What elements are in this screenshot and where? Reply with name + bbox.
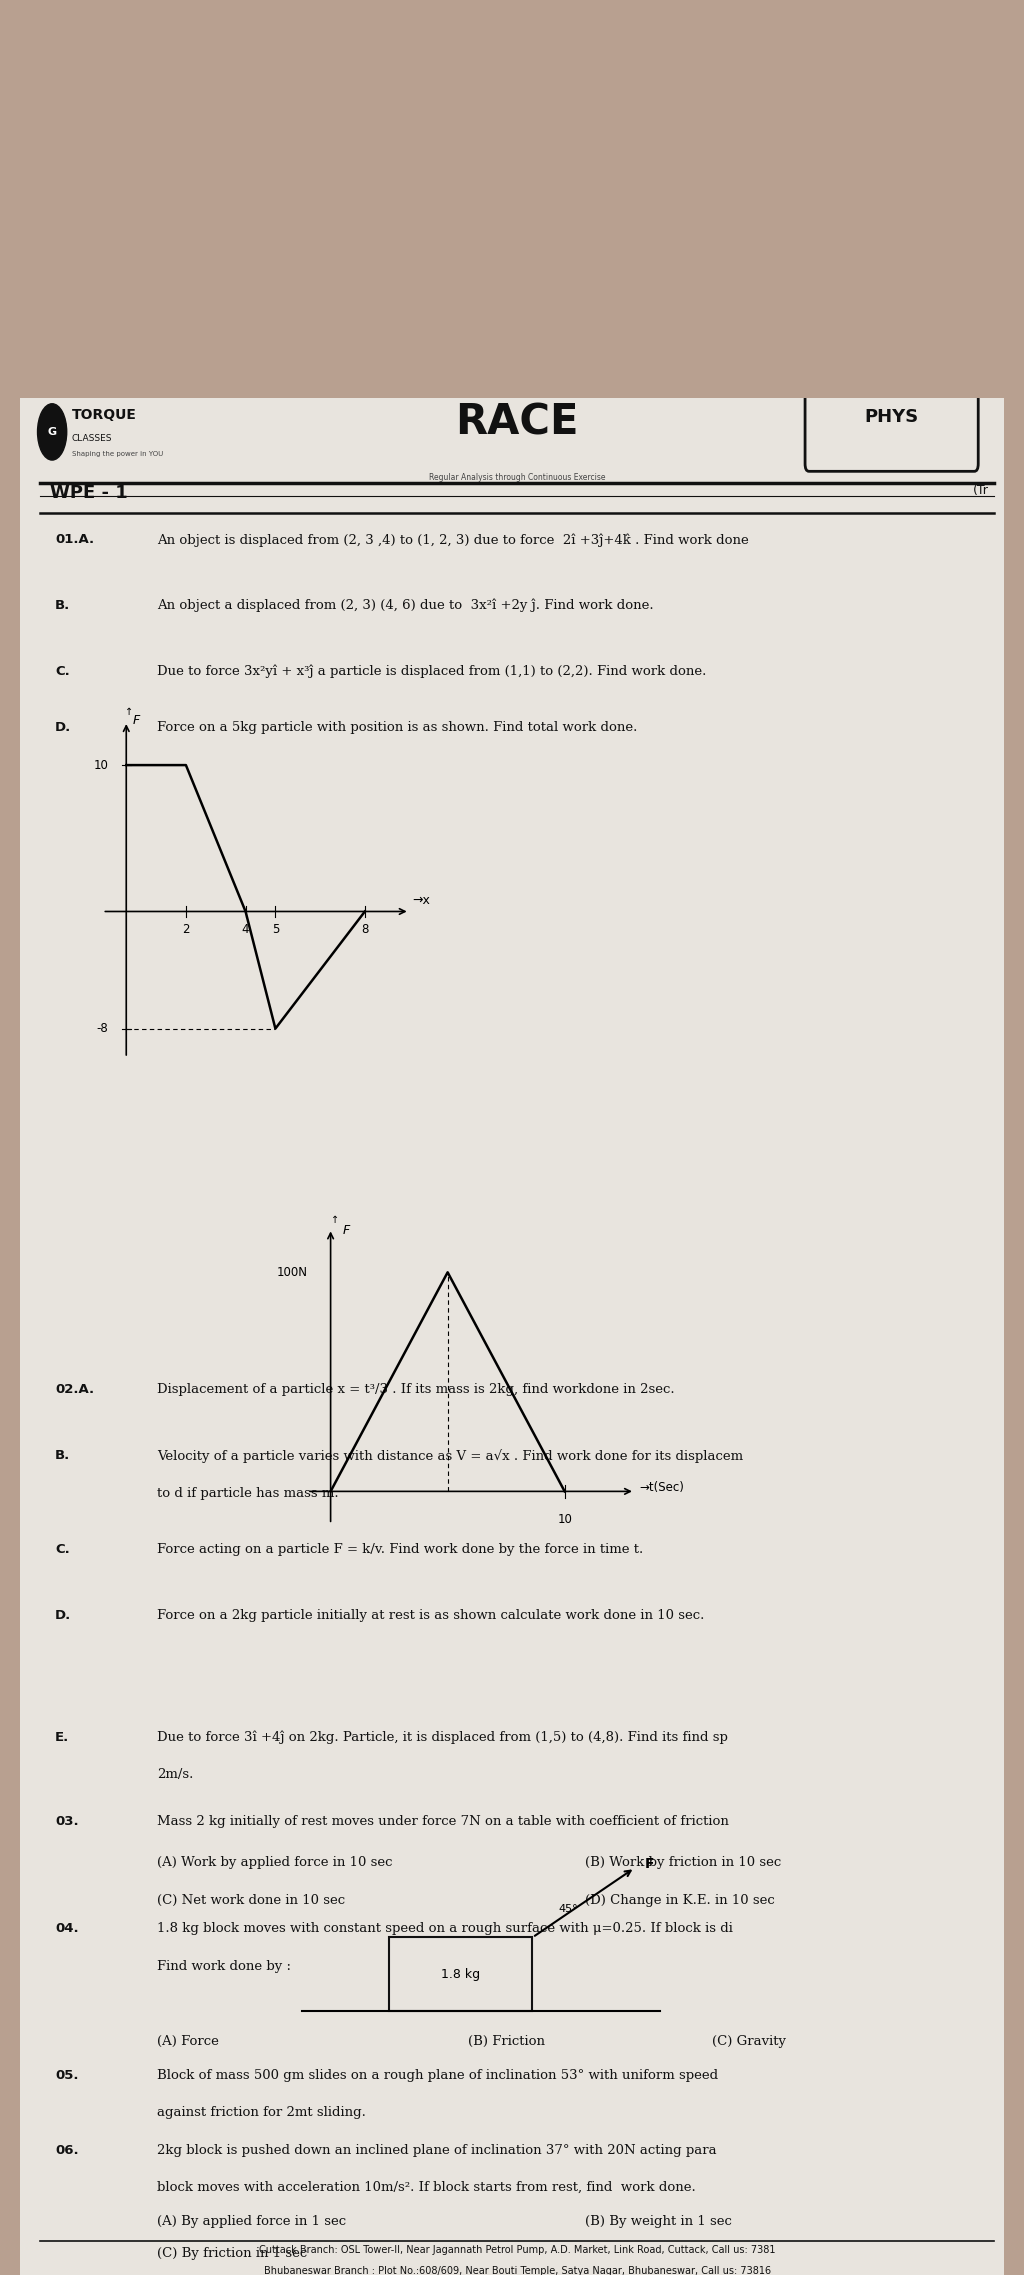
Bar: [389, 1938, 532, 2011]
Text: (A) By applied force in 1 sec: (A) By applied force in 1 sec: [158, 2216, 346, 2227]
Text: to d if particle has mass m.: to d if particle has mass m.: [158, 1488, 339, 1499]
Text: PHYS: PHYS: [864, 407, 919, 425]
Text: (C) Gravity: (C) Gravity: [712, 2034, 785, 2048]
Text: An object a displaced from (2, 3) (4, 6) due to  3x²î +2y ĵ. Find work done.: An object a displaced from (2, 3) (4, 6)…: [158, 598, 653, 612]
Text: Block of mass 500 gm slides on a rough plane of inclination 53° with uniform spe: Block of mass 500 gm slides on a rough p…: [158, 2068, 718, 2082]
FancyBboxPatch shape: [20, 398, 1004, 2275]
Text: (A) Force: (A) Force: [158, 2034, 219, 2048]
Text: 2kg block is pushed down an inclined plane of inclination 37° with 20N acting pa: 2kg block is pushed down an inclined pla…: [158, 2143, 717, 2157]
Text: 10: 10: [557, 1513, 572, 1527]
Text: (Tr: (Tr: [973, 485, 989, 498]
Text: (C) By friction in 1 sec: (C) By friction in 1 sec: [158, 2248, 307, 2259]
Text: Force acting on a particle F = k/v. Find work done by the force in time t.: Force acting on a particle F = k/v. Find…: [158, 1542, 643, 1556]
Text: 2: 2: [182, 924, 189, 937]
Text: Due to force 3x²yî + x³ĵ a particle is displaced from (1,1) to (2,2). Find work : Due to force 3x²yî + x³ĵ a particle is d…: [158, 664, 707, 678]
Text: C.: C.: [55, 1542, 70, 1556]
Text: CLASSES: CLASSES: [72, 435, 112, 444]
Text: →x: →x: [413, 894, 430, 908]
Text: E.: E.: [55, 1731, 70, 1743]
Text: Velocity of a particle varies with distance as V = a√x . Find work done for its : Velocity of a particle varies with dista…: [158, 1449, 743, 1463]
Text: 45°: 45°: [558, 1904, 578, 1913]
Text: 1.8 kg block moves with constant speed on a rough surface with μ=0.25. If block : 1.8 kg block moves with constant speed o…: [158, 1922, 733, 1936]
Text: Bhubaneswar Branch : Plot No.:608/609, Near Bouti Temple, Satya Nagar, Bhubanesw: Bhubaneswar Branch : Plot No.:608/609, N…: [263, 2266, 771, 2275]
Text: (B) By weight in 1 sec: (B) By weight in 1 sec: [586, 2216, 732, 2227]
Text: F: F: [645, 1856, 654, 1870]
Text: Force on a 2kg particle initially at rest is as shown calculate work done in 10 : Force on a 2kg particle initially at res…: [158, 1608, 705, 1622]
Text: Mass 2 kg initially of rest moves under force 7N on a table with coefficient of : Mass 2 kg initially of rest moves under …: [158, 1815, 729, 1829]
Text: (A) Work by applied force in 10 sec: (A) Work by applied force in 10 sec: [158, 1856, 392, 1870]
Text: Displacement of a particle x = t³/3 . If its mass is 2kg, find workdone in 2sec.: Displacement of a particle x = t³/3 . If…: [158, 1383, 675, 1397]
Text: (C) Net work done in 10 sec: (C) Net work done in 10 sec: [158, 1895, 345, 1906]
Text: F: F: [132, 714, 139, 726]
Text: →t(Sec): →t(Sec): [640, 1481, 684, 1492]
FancyBboxPatch shape: [805, 382, 978, 471]
Text: (B) Friction: (B) Friction: [469, 2034, 546, 2048]
Text: D.: D.: [55, 1608, 72, 1622]
Text: Shaping the power in YOU: Shaping the power in YOU: [72, 450, 163, 457]
Text: RACE: RACE: [456, 403, 579, 444]
Text: 04.: 04.: [55, 1922, 79, 1936]
Text: F: F: [342, 1224, 349, 1238]
Text: C.: C.: [55, 664, 70, 678]
Text: 8: 8: [361, 924, 369, 937]
Text: B.: B.: [55, 598, 71, 612]
Text: Find work done by :: Find work done by :: [158, 1959, 291, 1972]
Text: 5: 5: [271, 924, 280, 937]
Text: G: G: [47, 428, 56, 437]
Text: (D) Change in K.E. in 10 sec: (D) Change in K.E. in 10 sec: [586, 1895, 775, 1906]
Text: 02.A.: 02.A.: [55, 1383, 94, 1397]
Text: WPE - 1: WPE - 1: [50, 485, 128, 503]
Text: 1.8 kg: 1.8 kg: [441, 1968, 480, 1982]
Text: against friction for 2mt sliding.: against friction for 2mt sliding.: [158, 2107, 366, 2118]
Text: 4: 4: [242, 924, 249, 937]
Text: Due to force 3î +4ĵ on 2kg. Particle, it is displaced from (1,5) to (4,8). Find : Due to force 3î +4ĵ on 2kg. Particle, it…: [158, 1731, 728, 1745]
Text: (B) Work by friction in 10 sec: (B) Work by friction in 10 sec: [586, 1856, 781, 1870]
Text: ↑: ↑: [125, 708, 133, 717]
Text: D.: D.: [55, 721, 72, 735]
Text: An object is displaced from (2, 3 ,4) to (1, 2, 3) due to force  2î +3ĵ+4k̂ . Fi: An object is displaced from (2, 3 ,4) to…: [158, 532, 749, 546]
Text: 01.A.: 01.A.: [55, 532, 94, 546]
Text: Cuttack Branch: OSL Tower-II, Near Jagannath Petrol Pump, A.D. Market, Link Road: Cuttack Branch: OSL Tower-II, Near Jagan…: [259, 2245, 775, 2255]
Circle shape: [38, 403, 67, 460]
Text: 10: 10: [93, 758, 109, 771]
Text: B.: B.: [55, 1449, 71, 1463]
Text: -8: -8: [96, 1021, 109, 1035]
Text: ↑: ↑: [331, 1215, 339, 1226]
Text: 05.: 05.: [55, 2068, 79, 2082]
Text: 2m/s.: 2m/s.: [158, 1768, 194, 1781]
Text: 100N: 100N: [276, 1265, 307, 1279]
Text: 03.: 03.: [55, 1815, 79, 1829]
Text: block moves with acceleration 10m/s². If block starts from rest, find  work done: block moves with acceleration 10m/s². If…: [158, 2182, 696, 2193]
Text: TORQUE: TORQUE: [72, 407, 136, 421]
Text: Regular Analysis through Continuous Exercise: Regular Analysis through Continuous Exer…: [429, 473, 605, 482]
Text: Force on a 5kg particle with position is as shown. Find total work done.: Force on a 5kg particle with position is…: [158, 721, 638, 735]
Text: 06.: 06.: [55, 2143, 79, 2157]
